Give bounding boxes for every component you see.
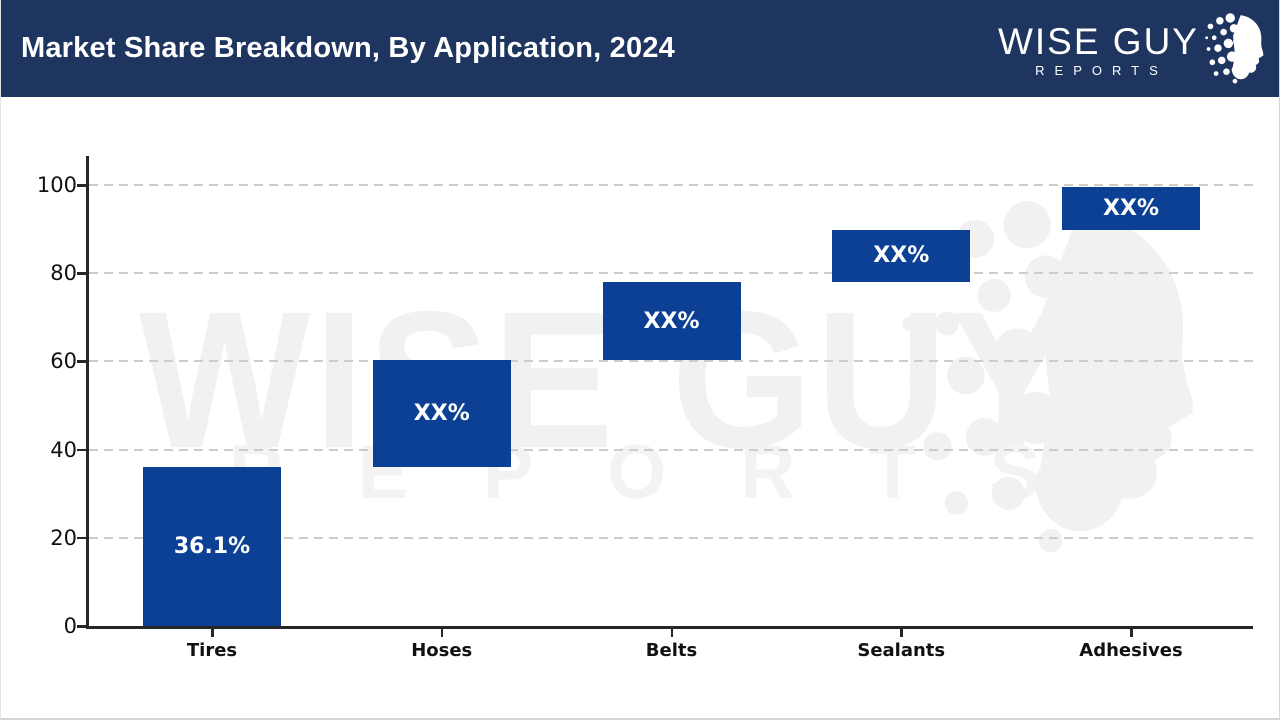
bar-adhesives: XX%: [1062, 186, 1200, 230]
x-category-label-tires: Tires: [186, 640, 238, 661]
logo-text: WISE GUY REPORTS: [997, 21, 1199, 79]
gridline-60: [89, 360, 1253, 363]
bar-label: 36.1%: [173, 533, 251, 559]
y-axis: [86, 156, 89, 629]
x-tick-mark-tires: [211, 629, 214, 637]
gridline-80: [89, 272, 1253, 275]
bar-tires: 36.1%: [143, 466, 281, 626]
y-tick-label-20: 20: [50, 525, 77, 550]
bar-label: XX%: [873, 243, 930, 269]
logo-subtitle: REPORTS: [1035, 63, 1168, 78]
gridline-100: [89, 184, 1253, 186]
bar-belts: XX%: [602, 282, 741, 361]
y-tick-mark-40: [77, 448, 86, 452]
x-tick-mark-adhesives: [1130, 629, 1133, 637]
logo-wordmark: WISE GUY: [997, 21, 1199, 62]
x-category-label-hoses: Hoses: [411, 640, 473, 661]
x-tick-mark-sealants: [900, 629, 903, 637]
y-tick-mark-100: [77, 184, 86, 187]
bar-sealants: XX%: [832, 229, 971, 282]
y-tick-mark-60: [77, 360, 86, 363]
x-category-label-belts: Belts: [645, 640, 698, 661]
y-tick-label-80: 80: [50, 261, 77, 286]
page-title: Market Share Breakdown, By Application, …: [21, 32, 675, 64]
y-tick-label-100: 100: [36, 173, 77, 197]
gridline-40: [89, 448, 1253, 451]
bar-label: XX%: [643, 308, 700, 334]
watermark-subtitle: REPORTS: [229, 430, 1115, 515]
y-tick-mark-20: [77, 536, 86, 540]
x-tick-mark-hoses: [440, 629, 444, 637]
y-tick-mark-80: [77, 272, 86, 275]
bar-label: XX%: [1103, 195, 1159, 221]
y-tick-label-40: 40: [50, 437, 77, 462]
x-axis: [86, 626, 1253, 629]
gridline-20: [89, 536, 1253, 539]
wise-guy-reports-logo: WISE GUY REPORTS: [998, 6, 1267, 94]
header-banner: Market Share Breakdown, By Application, …: [1, 0, 1279, 97]
y-tick-mark-0: [77, 625, 86, 628]
y-tick-label-60: 60: [50, 349, 77, 374]
watermark-face-icon: [902, 201, 1193, 553]
dotted-face-icon: [1205, 13, 1264, 84]
x-category-label-sealants: Sealants: [857, 640, 946, 661]
y-tick-label-0: 0: [63, 614, 77, 638]
bar-label: XX%: [413, 400, 470, 426]
x-category-label-adhesives: Adhesives: [1079, 640, 1183, 661]
bar-hoses: XX%: [372, 360, 511, 467]
x-tick-mark-belts: [670, 629, 673, 637]
